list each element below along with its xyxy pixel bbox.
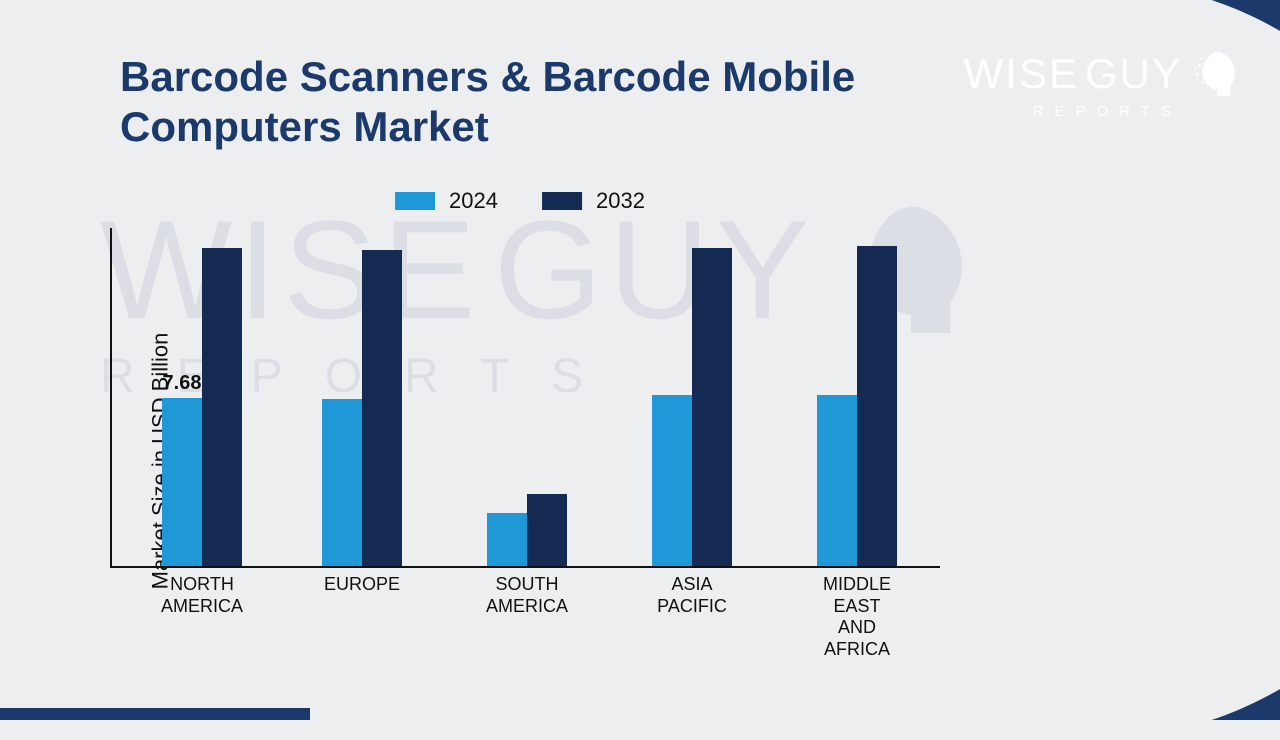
legend-item-2024: 2024 xyxy=(395,188,498,214)
legend: 2024 2032 xyxy=(395,188,645,214)
bar-group: EUROPE xyxy=(302,250,422,566)
bar-2032 xyxy=(202,248,242,566)
bar-2024: 7.68 xyxy=(162,398,202,566)
plot-area: 7.68NORTH AMERICA EUROPE SOUTH AMERICA ASIA… xyxy=(110,228,940,568)
logo-word-wise: WISE xyxy=(964,53,1079,95)
chart: Market Size in USD Billion 2024 2032 7.6… xyxy=(80,198,960,668)
category-label: ASIA PACIFIC xyxy=(622,566,762,617)
bar-group: 7.68NORTH AMERICA xyxy=(142,248,262,566)
bar-group: MIDDLE EAST AND AFRICA xyxy=(797,246,917,566)
legend-swatch-2032 xyxy=(542,192,582,210)
bar-group: ASIA PACIFIC xyxy=(632,248,752,566)
chart-title: Barcode Scanners & Barcode Mobile Comput… xyxy=(120,52,900,151)
legend-label-2032: 2032 xyxy=(596,188,645,214)
head-icon xyxy=(1188,48,1240,100)
bar-2032 xyxy=(692,248,732,566)
bar-group: SOUTH AMERICA xyxy=(467,494,587,566)
bar-2032 xyxy=(362,250,402,566)
legend-swatch-2024 xyxy=(395,192,435,210)
logo-word-guy: GUY xyxy=(1085,53,1182,95)
logo: WISE GUY REPORTS xyxy=(964,48,1240,119)
bar-2024 xyxy=(652,395,692,566)
bottom-accent-bar xyxy=(0,708,310,720)
bar-value-label: 7.68 xyxy=(163,372,202,395)
category-label: SOUTH AMERICA xyxy=(457,566,597,617)
bar-2024 xyxy=(322,399,362,566)
bar-2024 xyxy=(487,513,527,566)
bar-2032 xyxy=(857,246,897,566)
category-label: NORTH AMERICA xyxy=(132,566,272,617)
legend-item-2032: 2032 xyxy=(542,188,645,214)
logo-sub: REPORTS xyxy=(964,104,1240,119)
bar-2032 xyxy=(527,494,567,566)
category-label: EUROPE xyxy=(292,566,432,596)
logo-main: WISE GUY xyxy=(964,48,1240,100)
category-label: MIDDLE EAST AND AFRICA xyxy=(787,566,927,660)
bar-2024 xyxy=(817,395,857,566)
legend-label-2024: 2024 xyxy=(449,188,498,214)
